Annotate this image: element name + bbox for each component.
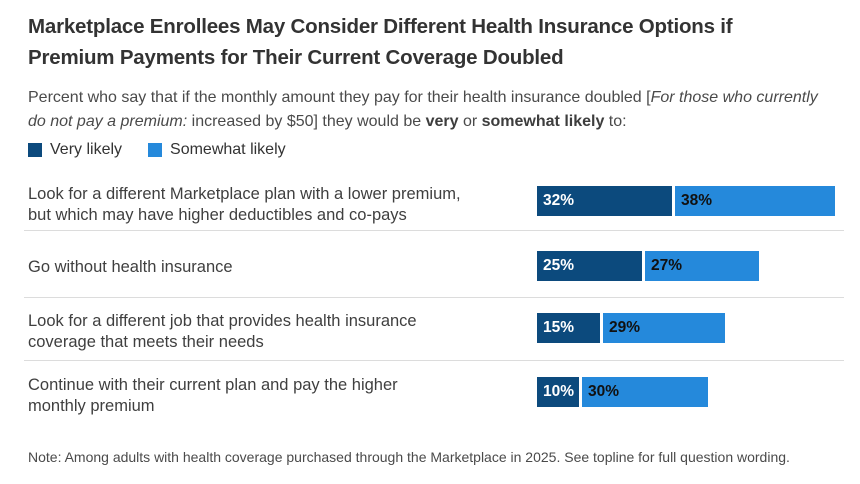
subtitle-bold-somewhat-likely: somewhat likely (481, 113, 605, 130)
bar-row: 25% 27% (537, 251, 759, 281)
row-divider (24, 297, 844, 298)
legend: Very likely Somewhat likely (28, 141, 286, 159)
legend-label: Somewhat likely (170, 141, 286, 158)
subtitle-text: or (458, 113, 482, 130)
bar-segment-very-likely: 10% (537, 377, 579, 407)
chart-subtitle: Percent who say that if the monthly amou… (28, 86, 836, 134)
bar-row: 32% 38% (537, 186, 835, 216)
bar-segment-very-likely: 25% (537, 251, 642, 281)
bar-row: 10% 30% (537, 377, 708, 407)
row-divider (24, 230, 844, 231)
subtitle-text: increased by $50] they would be (187, 113, 426, 130)
legend-item-somewhat-likely: Somewhat likely (148, 141, 286, 159)
category-label: Look for a different Marketplace plan wi… (28, 185, 461, 224)
row-divider (24, 360, 844, 361)
category-label: Continue with their current plan and pay… (28, 376, 398, 415)
very-likely-swatch-icon (28, 143, 42, 157)
category-label: Go without health insurance (28, 258, 233, 276)
subtitle-text: Percent who say that if the monthly amou… (28, 89, 651, 106)
bar-segment-somewhat-likely: 27% (645, 251, 759, 281)
bar-segment-very-likely: 15% (537, 313, 600, 343)
bar-segment-somewhat-likely: 30% (582, 377, 708, 407)
subtitle-italic-text: For those who currently do not pay a pre… (28, 89, 818, 130)
bar-segment-somewhat-likely: 38% (675, 186, 835, 216)
bar-segment-very-likely: 32% (537, 186, 672, 216)
footnote: Note: Among adults with health coverage … (28, 449, 790, 465)
bar-segment-somewhat-likely: 29% (603, 313, 725, 343)
legend-label: Very likely (50, 141, 123, 158)
bar-row: 15% 29% (537, 313, 725, 343)
legend-item-very-likely: Very likely (28, 141, 122, 159)
chart-title: Marketplace Enrollees May Consider Diffe… (28, 15, 733, 69)
category-label: Look for a different job that provides h… (28, 312, 417, 351)
subtitle-text: to: (604, 113, 627, 130)
somewhat-likely-swatch-icon (148, 143, 163, 157)
subtitle-bold-very: very (425, 113, 459, 130)
